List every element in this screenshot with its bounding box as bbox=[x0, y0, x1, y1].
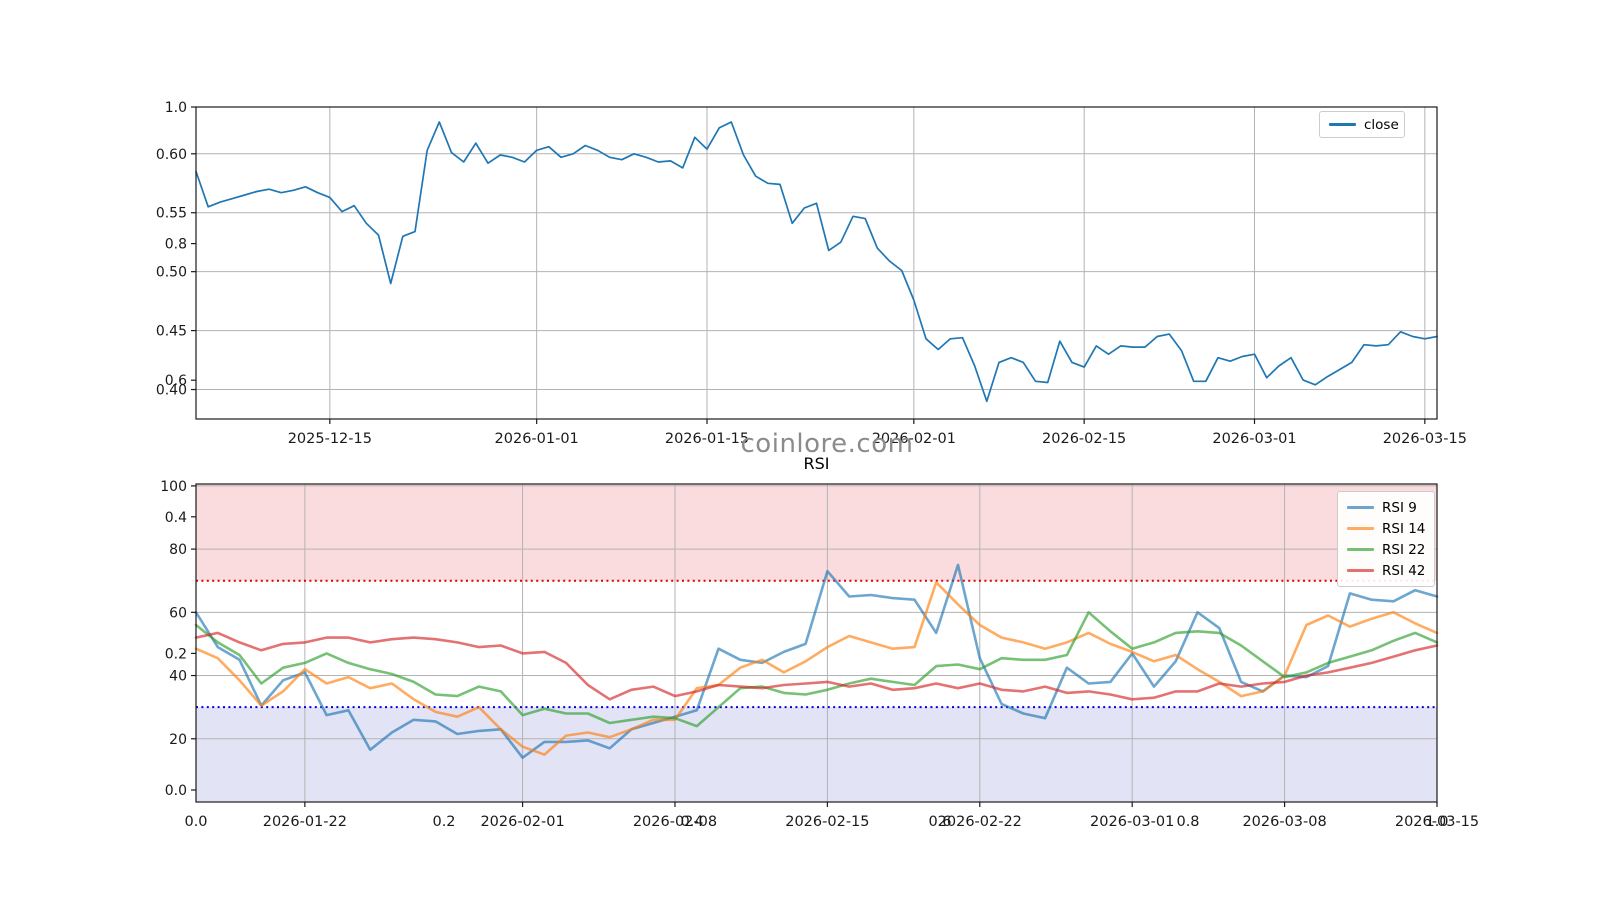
secondary-y-tick-label: 0.0 bbox=[165, 783, 187, 799]
secondary-x-tick-label: 0.8 bbox=[1176, 814, 1199, 830]
y-tick-label: 20 bbox=[169, 732, 187, 748]
y-tick-label: 0.50 bbox=[156, 265, 187, 281]
x-tick-label: 2026-03-15 bbox=[1395, 814, 1479, 830]
price-legend: close bbox=[1319, 111, 1405, 138]
rsi-legend: RSI 9 RSI 14 RSI 22 RSI 42 bbox=[1337, 491, 1435, 587]
y-tick-label: 0.45 bbox=[156, 324, 187, 340]
secondary-x-tick-label: 0.0 bbox=[184, 814, 207, 830]
secondary-x-tick-label: 0.6 bbox=[928, 814, 951, 830]
series-line bbox=[194, 610, 1439, 728]
y-tick-label: 40 bbox=[169, 669, 187, 685]
y-tick-label: 60 bbox=[169, 605, 187, 621]
panel-border bbox=[195, 106, 1438, 420]
x-tick-label: 2026-03-15 bbox=[1383, 431, 1467, 447]
legend-swatch bbox=[1347, 506, 1374, 509]
x-tick-label: 2026-03-08 bbox=[1242, 814, 1326, 830]
x-tick-label: 2026-02-15 bbox=[1042, 431, 1126, 447]
series-line bbox=[194, 631, 1439, 701]
legend-label: RSI 42 bbox=[1382, 562, 1426, 579]
legend-row: close bbox=[1329, 114, 1399, 135]
legend-row: RSI 9 bbox=[1347, 497, 1425, 518]
secondary-y-tick-label: 0.4 bbox=[165, 510, 187, 526]
oversold-band bbox=[196, 707, 1437, 802]
x-tick-label: 2026-03-01 bbox=[1212, 431, 1296, 447]
x-tick-label: 2026-02-01 bbox=[480, 814, 564, 830]
x-tick-label: 2026-03-01 bbox=[1090, 814, 1174, 830]
x-tick-label: 2026-02-22 bbox=[938, 814, 1022, 830]
y-tick-label: 0.40 bbox=[156, 383, 187, 399]
y-tick-label: 0.55 bbox=[156, 206, 187, 222]
y-tick-label: 0.60 bbox=[156, 147, 187, 163]
x-tick-label: 2026-01-22 bbox=[263, 814, 347, 830]
legend-label: close bbox=[1364, 116, 1399, 133]
panel-border bbox=[195, 483, 1438, 803]
legend-label: RSI 14 bbox=[1382, 520, 1426, 537]
legend-swatch bbox=[1347, 527, 1374, 530]
legend-row: RSI 14 bbox=[1347, 518, 1425, 539]
secondary-y-tick-label: 0.2 bbox=[165, 646, 187, 662]
secondary-y-tick-label: 0.6 bbox=[165, 373, 187, 389]
legend-swatch bbox=[1347, 569, 1374, 572]
legend-swatch bbox=[1329, 123, 1356, 126]
overbought-band bbox=[196, 484, 1437, 581]
x-tick-label: 2026-02-01 bbox=[872, 431, 956, 447]
legend-row: RSI 42 bbox=[1347, 560, 1425, 581]
y-tick-label: 100 bbox=[160, 479, 187, 495]
x-tick-label: 2025-12-15 bbox=[288, 431, 372, 447]
rsi-panel-title: RSI bbox=[803, 454, 830, 473]
legend-swatch bbox=[1347, 548, 1374, 551]
x-tick-label: 2026-02-08 bbox=[633, 814, 717, 830]
x-tick-label: 2026-01-01 bbox=[495, 431, 579, 447]
series-line bbox=[194, 563, 1439, 760]
x-tick-label: 2026-02-15 bbox=[785, 814, 869, 830]
legend-label: RSI 9 bbox=[1382, 499, 1417, 516]
y-tick-label: 80 bbox=[169, 542, 187, 558]
legend-label: RSI 22 bbox=[1382, 541, 1426, 558]
secondary-x-tick-label: 1.0 bbox=[1425, 814, 1448, 830]
series-line bbox=[194, 580, 1439, 756]
watermark: coinlore.com bbox=[740, 429, 914, 459]
secondary-y-tick-label: 1.0 bbox=[165, 100, 187, 116]
secondary-x-tick-label: 0.4 bbox=[680, 814, 703, 830]
series-line bbox=[195, 121, 1438, 403]
legend-row: RSI 22 bbox=[1347, 539, 1425, 560]
secondary-x-tick-label: 0.2 bbox=[432, 814, 455, 830]
secondary-y-tick-label: 0.8 bbox=[165, 237, 187, 253]
x-tick-label: 2026-01-15 bbox=[665, 431, 749, 447]
